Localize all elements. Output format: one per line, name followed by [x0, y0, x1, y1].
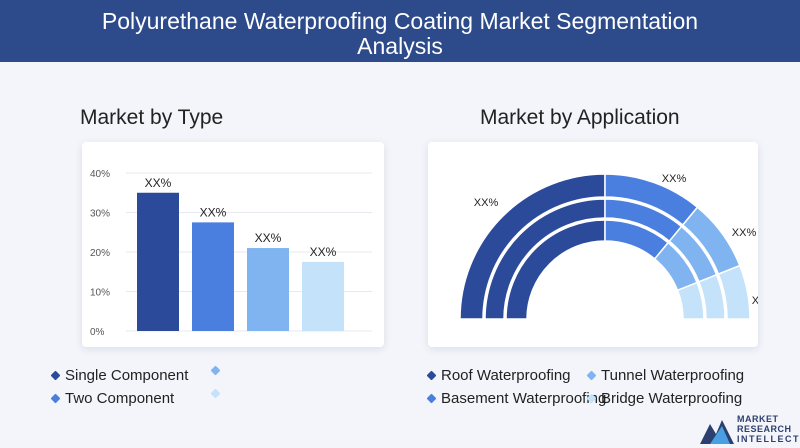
legend-item-bridge: Bridge Waterproofing — [586, 390, 743, 407]
bar-data-label: XX% — [200, 205, 227, 219]
legend-label: Bridge Waterproofing — [601, 390, 743, 407]
y-tick-label: 30% — [90, 209, 110, 220]
slice-data-label: XX% — [752, 295, 758, 307]
legend-item-roof: Roof Waterproofing — [426, 367, 571, 384]
legend-item-third — [210, 365, 225, 376]
legend-marker — [586, 393, 597, 404]
donut-chart-panel: XX% XX% XX% XX% — [428, 142, 776, 347]
donut-slice — [697, 273, 726, 320]
legend-label: Single Component — [65, 367, 189, 384]
legend-marker — [426, 370, 437, 381]
bar — [137, 192, 179, 331]
legend-item-single-component: Single Component — [50, 367, 189, 384]
donut-slice — [676, 281, 705, 320]
application-chart-title: Market by Application — [480, 106, 680, 129]
bar-data-label: XX% — [255, 231, 282, 245]
legend-marker — [50, 393, 61, 404]
bar-chart-panel: 0% 10% 20% 30% 40% XX% XX% XX% XX% — [82, 142, 384, 347]
legend-marker — [50, 370, 61, 381]
legend-item-basement: Basement Waterproofing — [426, 390, 607, 407]
legend-label: Tunnel Waterproofing — [601, 367, 745, 384]
slice-data-label: XX% — [732, 227, 757, 239]
slice-data-label: XX% — [474, 197, 499, 209]
legend-item-tunnel: Tunnel Waterproofing — [586, 367, 745, 384]
bar — [247, 248, 289, 331]
donut-slice — [717, 264, 751, 320]
y-tick-label: 20% — [90, 248, 110, 259]
y-tick-label: 10% — [90, 288, 110, 299]
legend-label: Two Component — [65, 390, 175, 407]
y-tick-label: 0% — [90, 327, 105, 338]
legend-label: Basement Waterproofing — [441, 390, 607, 407]
brand-name: MARKET RESEARCH INTELLECT — [737, 414, 800, 444]
legend-item-two-component: Two Component — [50, 390, 175, 407]
brand-mountain-icon — [700, 420, 734, 444]
page-title: Polyurethane Waterproofing Coating Marke… — [101, 8, 699, 59]
brand-logo: MARKET RESEARCH INTELLECT — [700, 410, 800, 448]
brand-line-1: MARKET — [737, 414, 779, 424]
bar — [302, 261, 344, 331]
header-banner: Polyurethane Waterproofing Coating Marke… — [0, 0, 800, 62]
legend-marker — [210, 388, 221, 399]
legend-item-fourth — [210, 388, 225, 399]
y-tick-label: 40% — [90, 169, 110, 180]
brand-line-2: RESEARCH — [737, 424, 792, 434]
legend-label: Roof Waterproofing — [441, 367, 571, 384]
type-chart-title: Market by Type — [80, 106, 224, 129]
slice-data-label: XX% — [662, 173, 687, 185]
brand-line-3: INTELLECT — [737, 434, 800, 444]
bar-data-label: XX% — [310, 245, 337, 259]
bar — [192, 222, 234, 331]
bar-data-label: XX% — [145, 176, 172, 190]
legend-marker — [586, 370, 597, 381]
legend-marker — [426, 393, 437, 404]
bar-chart: 0% 10% 20% 30% 40% XX% XX% XX% XX% — [90, 169, 372, 338]
donut-chart: XX% XX% XX% XX% — [459, 173, 776, 320]
legend-marker — [210, 365, 221, 376]
